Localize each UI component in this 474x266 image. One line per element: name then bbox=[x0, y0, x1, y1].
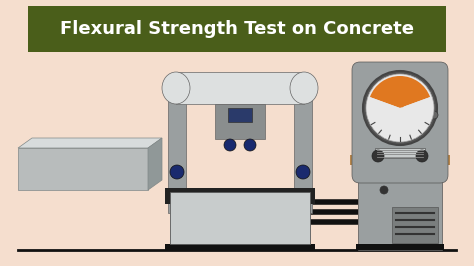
Polygon shape bbox=[148, 138, 162, 190]
Bar bbox=[358, 160, 442, 250]
Circle shape bbox=[244, 139, 256, 151]
Bar bbox=[176, 72, 304, 104]
Bar bbox=[294, 88, 312, 213]
Circle shape bbox=[380, 186, 388, 194]
Bar bbox=[392, 207, 438, 243]
Circle shape bbox=[224, 139, 236, 151]
Bar bbox=[170, 192, 310, 244]
Bar bbox=[165, 244, 315, 250]
Bar bbox=[356, 244, 444, 250]
Circle shape bbox=[366, 74, 434, 142]
Bar bbox=[165, 188, 315, 204]
Polygon shape bbox=[18, 138, 162, 148]
Circle shape bbox=[296, 165, 310, 179]
Bar bbox=[350, 155, 450, 165]
Circle shape bbox=[372, 150, 384, 162]
Ellipse shape bbox=[162, 72, 190, 104]
Bar bbox=[170, 192, 310, 244]
Bar bbox=[375, 148, 425, 158]
Bar bbox=[215, 104, 265, 139]
Text: Flexural Strength Test on Concrete: Flexural Strength Test on Concrete bbox=[60, 20, 414, 38]
Circle shape bbox=[170, 165, 184, 179]
FancyBboxPatch shape bbox=[352, 62, 448, 183]
Wedge shape bbox=[368, 97, 432, 140]
Circle shape bbox=[430, 111, 438, 119]
Ellipse shape bbox=[290, 72, 318, 104]
Bar bbox=[28, 6, 446, 52]
Bar bbox=[168, 88, 186, 213]
Bar bbox=[18, 148, 148, 190]
Circle shape bbox=[416, 150, 428, 162]
Bar bbox=[228, 108, 252, 122]
Wedge shape bbox=[370, 76, 430, 108]
Circle shape bbox=[363, 71, 437, 145]
